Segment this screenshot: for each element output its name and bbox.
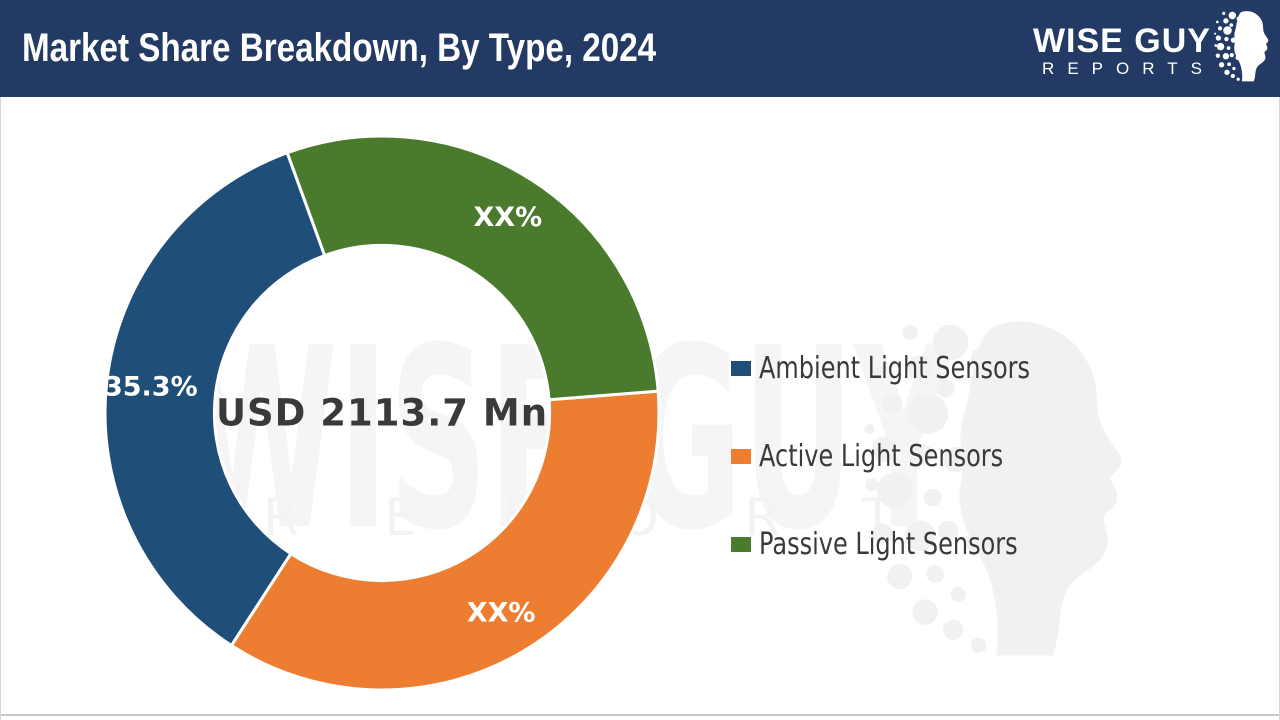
- legend-swatch-active-light-sensors: [731, 448, 751, 464]
- slice-label-passive-light-sensors: XX%: [473, 202, 542, 233]
- brand-logo: WISE GUY REPORTS: [1033, 8, 1272, 83]
- chart-area: WISE GUY REPORTS 35.3% XX% XX% USD 2113.7 …: [0, 97, 1280, 720]
- brand-logo-subtitle: REPORTS: [1042, 59, 1215, 78]
- brand-logo-text: WISE GUY REPORTS: [1033, 24, 1211, 79]
- legend-label-passive-light-sensors: Passive Light Sensors: [759, 526, 1018, 562]
- donut-segment-ambient-light-sensors: [103, 151, 327, 648]
- brand-face-icon: [1213, 8, 1272, 83]
- legend-item-passive-light-sensors: Passive Light Sensors: [731, 526, 1098, 562]
- chart-legend: Ambient Light Sensors Active Light Senso…: [731, 350, 1098, 562]
- bottom-divider: [1, 714, 1279, 716]
- donut-chart: 35.3% XX% XX%: [103, 134, 661, 692]
- slice-label-ambient-light-sensors: 35.3%: [104, 371, 198, 402]
- legend-swatch-ambient-light-sensors: [731, 360, 751, 376]
- page-title: Market Share Breakdown, By Type, 2024: [22, 26, 657, 70]
- slice-label-active-light-sensors: XX%: [467, 597, 536, 628]
- donut-segment-passive-light-sensors: [285, 134, 660, 402]
- legend-swatch-passive-light-sensors: [731, 536, 751, 552]
- legend-label-active-light-sensors: Active Light Sensors: [759, 438, 1004, 474]
- header-bar: Market Share Breakdown, By Type, 2024 WI…: [0, 0, 1280, 97]
- legend-label-ambient-light-sensors: Ambient Light Sensors: [759, 350, 1031, 386]
- legend-item-active-light-sensors: Active Light Sensors: [731, 438, 1098, 474]
- donut-segment-active-light-sensors: [229, 389, 661, 692]
- legend-item-ambient-light-sensors: Ambient Light Sensors: [731, 350, 1098, 386]
- brand-logo-name: WISE GUY: [1032, 22, 1211, 60]
- donut-center-value: USD 2113.7 Mn: [215, 391, 549, 435]
